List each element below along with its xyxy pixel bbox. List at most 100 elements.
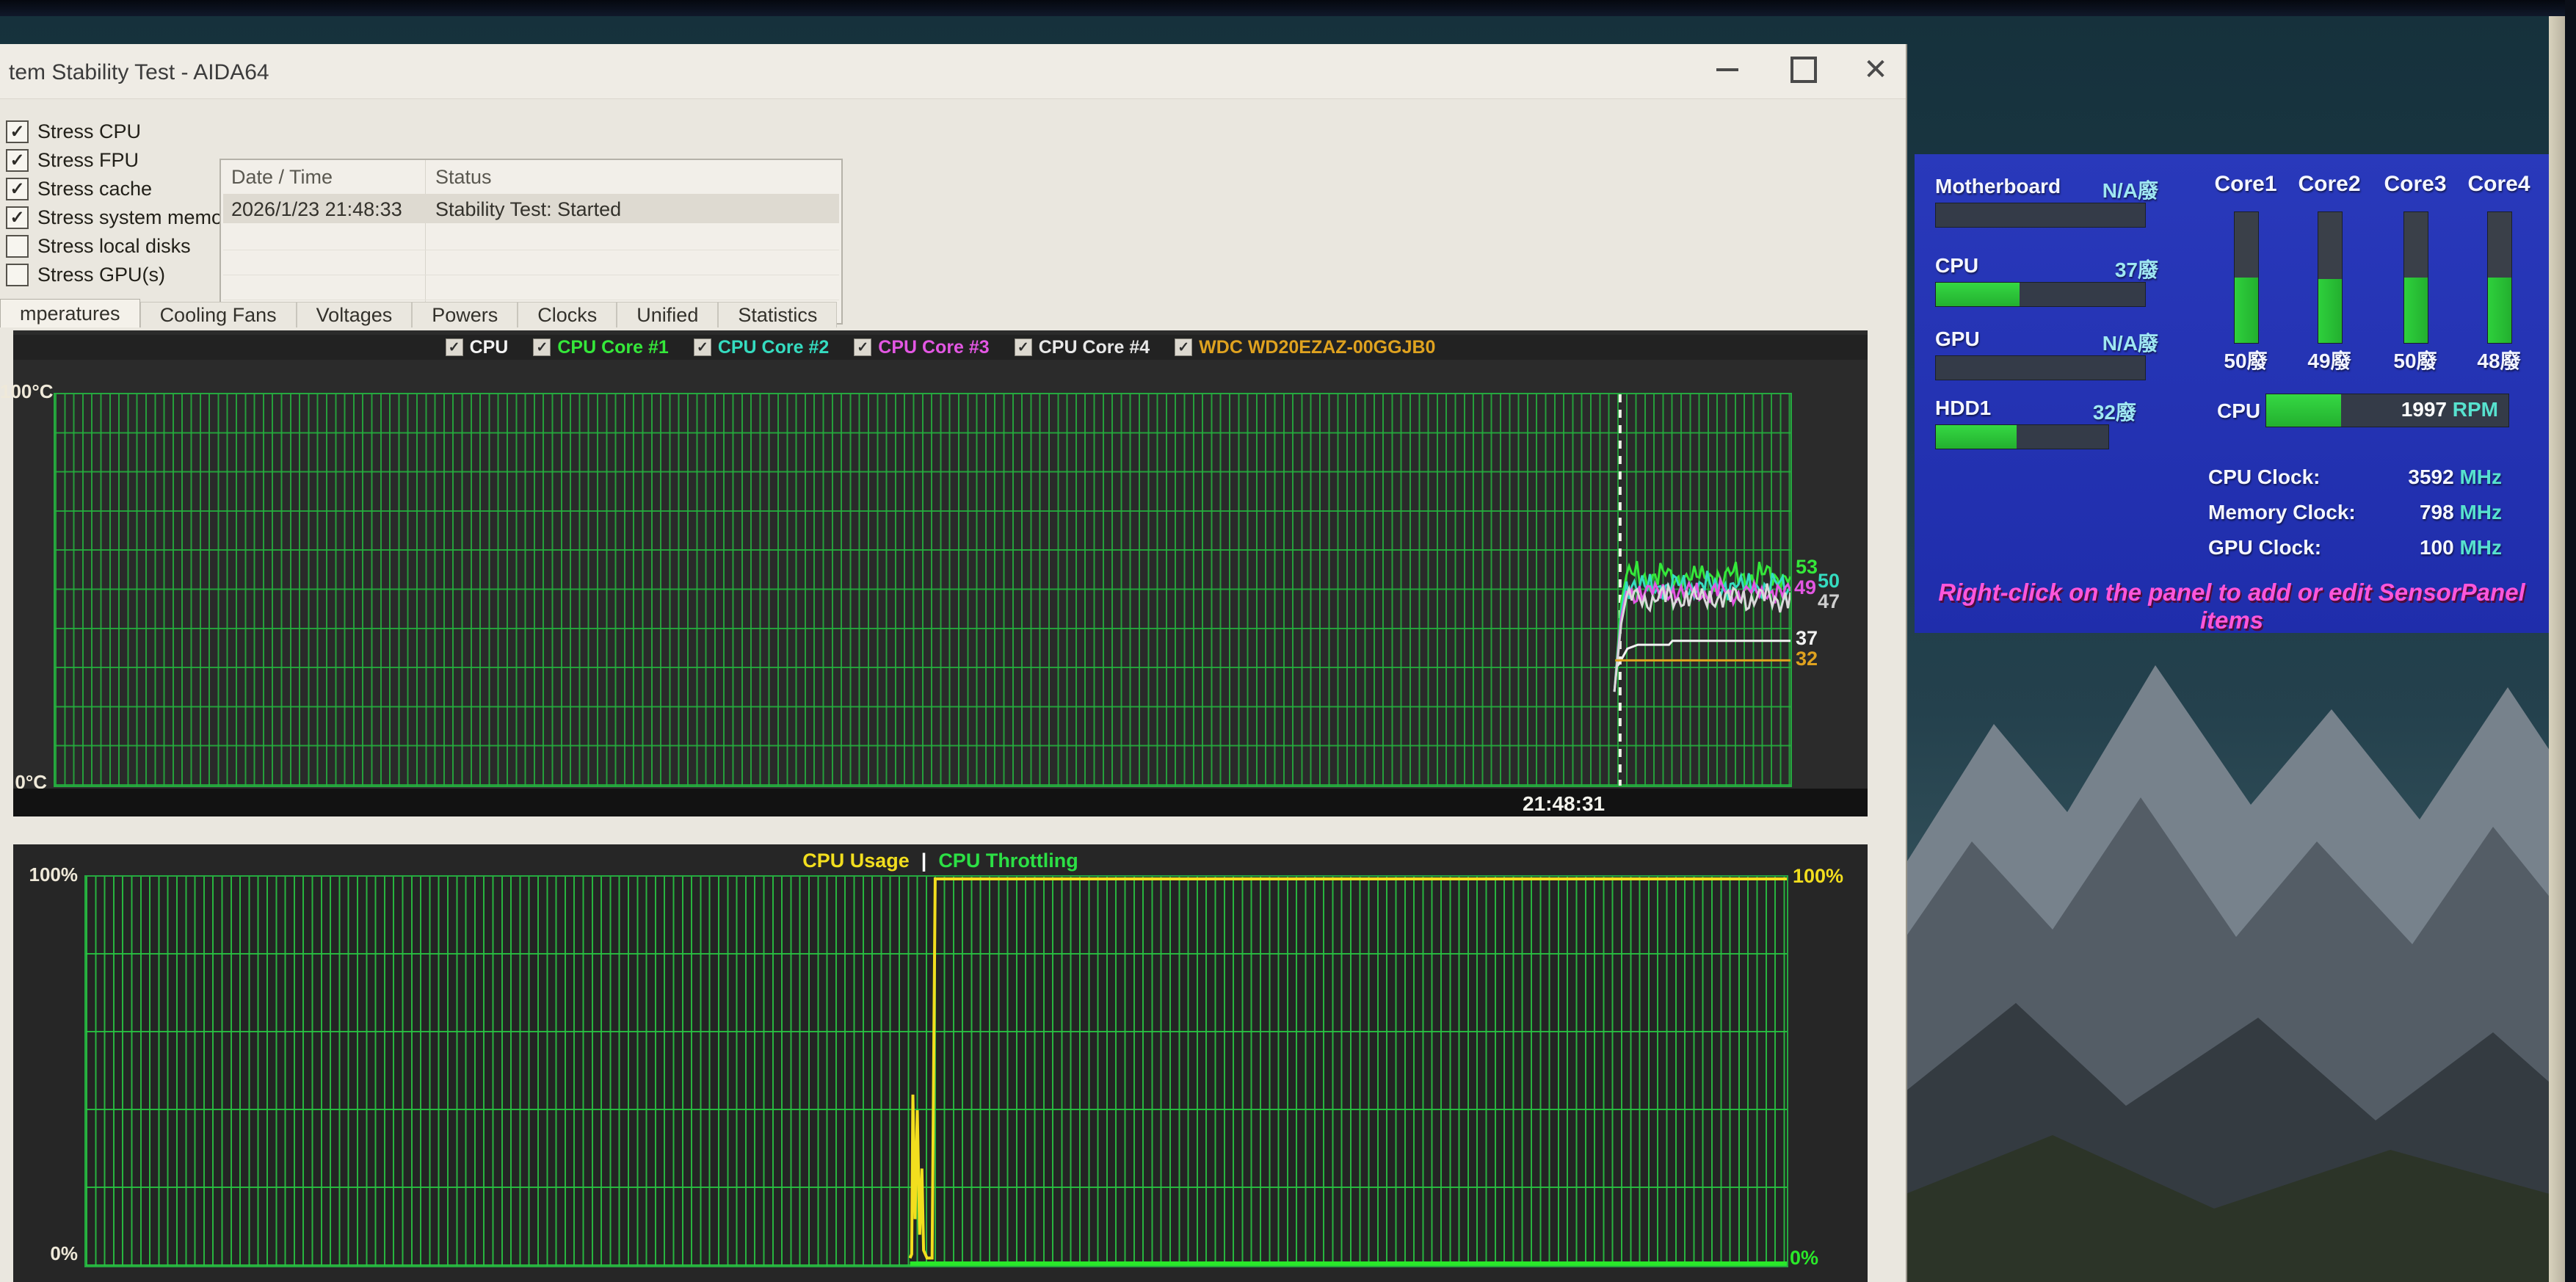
y-axis-max-label: 100°C [0, 380, 54, 402]
legend-item-core1[interactable]: ✓ CPU Core #1 [533, 336, 669, 358]
event-log-table[interactable]: Date / Time Status 2026/1/23 21:48:33 St… [219, 159, 843, 325]
value-label-hdd: 32 [1796, 648, 1818, 670]
legend-label: WDC WD20EZAZ-00GGJB0 [1199, 336, 1436, 358]
cell-status: Stability Test: Started [435, 198, 622, 220]
core3-bar [2403, 211, 2428, 344]
stress-fpu-checkbox[interactable]: ✓ Stress FPU [6, 146, 139, 174]
gpu-temp-label: GPU [1935, 327, 1980, 350]
core4-label: Core4 [2467, 172, 2530, 196]
checkbox-icon[interactable]: ✓ [6, 206, 29, 229]
checkbox-label: Stress FPU [37, 148, 139, 171]
monitor-bezel-right [2549, 16, 2565, 1282]
tab-powers[interactable]: Powers [412, 302, 518, 327]
maximize-button[interactable] [1769, 44, 1838, 95]
bar-fill [1936, 283, 2020, 306]
stress-gpu-checkbox[interactable]: Stress GPU(s) [6, 261, 165, 289]
legend-label: CPU Core #3 [878, 336, 990, 358]
core4-bar [2487, 211, 2512, 344]
motherboard-label: Motherboard [1935, 175, 2061, 198]
hdd-temp-bar [1935, 424, 2109, 449]
time-marker-label: 21:48:31 [1523, 792, 1606, 815]
table-row[interactable] [223, 194, 839, 223]
core3-label: Core3 [2384, 172, 2447, 196]
checkbox-icon[interactable]: ✓ [6, 148, 29, 172]
monitor-bezel-top [0, 0, 2576, 16]
core1-temp: 50廢 [2224, 350, 2268, 372]
cpu-clock-label: CPU Clock: [2208, 466, 2321, 488]
legend-item-wdc-disk[interactable]: ✓ WDC WD20EZAZ-00GGJB0 [1175, 337, 1435, 358]
time-axis-strip [13, 789, 1868, 816]
usage-right-min-label: 0% [1790, 1247, 1819, 1269]
legend-label: CPU Core #1 [557, 336, 669, 358]
legend-item-core4[interactable]: ✓ CPU Core #4 [1014, 337, 1150, 358]
cell-datetime: 2026/1/23 21:48:33 [231, 198, 402, 220]
motherboard-bar [1935, 203, 2146, 228]
bar-fill [2266, 394, 2342, 427]
cpu-temp: 37廢 [2114, 258, 2158, 281]
checkbox-icon[interactable]: ✓ [6, 120, 29, 143]
checkbox-icon[interactable]: ✓ [445, 338, 463, 356]
cpu-clock-row: CPU Clock: 3592 MHz [2208, 466, 2502, 489]
mountains-image [1906, 665, 2576, 1282]
checkbox-icon[interactable] [6, 234, 29, 258]
cpu-fan-label: CPU [2217, 399, 2261, 422]
legend-item-core2[interactable]: ✓ CPU Core #2 [693, 336, 830, 358]
value-label-core2: 50 [1818, 570, 1840, 592]
temperature-plot-area [54, 393, 1792, 787]
legend-label: CPU Core #2 [717, 336, 830, 358]
tab-cooling-fans[interactable]: Cooling Fans [139, 302, 297, 327]
checkbox-icon[interactable]: ✓ [693, 338, 711, 356]
legend-item-core3[interactable]: ✓ CPU Core #3 [854, 336, 990, 358]
core1-bar [2234, 211, 2259, 344]
column-header-status[interactable]: Status [435, 166, 492, 188]
bar-fill [2488, 278, 2511, 343]
column-header-datetime[interactable]: Date / Time [231, 166, 333, 188]
hdd-temp: 32廢 [2092, 401, 2136, 424]
maximize-icon [1790, 57, 1817, 83]
stress-cpu-checkbox[interactable]: ✓ Stress CPU [6, 117, 141, 145]
hdd-temp-label: HDD1 [1935, 396, 1992, 419]
legend-label: CPU [469, 336, 509, 358]
memory-clock-label: Memory Clock: [2208, 501, 2356, 524]
monitor-bezel-edge [2565, 0, 2576, 1282]
tab-temperatures[interactable]: mperatures [0, 299, 140, 327]
tab-unified[interactable]: Unified [617, 302, 719, 327]
gpu-clock-label: GPU Clock: [2208, 536, 2322, 559]
tab-voltages[interactable]: Voltages [296, 302, 413, 327]
checkbox-icon[interactable]: ✓ [533, 338, 551, 356]
value-label-core1: 53 [1796, 556, 1818, 578]
core4-temp: 48廢 [2477, 350, 2521, 372]
usage-plot-area [84, 875, 1788, 1267]
tab-clocks[interactable]: Clocks [518, 302, 617, 327]
bar-fill [2318, 278, 2342, 343]
checkbox-icon[interactable] [6, 263, 29, 286]
legend-item-cpu[interactable]: ✓ CPU [445, 336, 509, 358]
stress-memory-checkbox[interactable]: ✓ Stress system memory [6, 203, 239, 231]
checkbox-icon[interactable]: ✓ [1175, 338, 1193, 356]
checkbox-icon[interactable]: ✓ [1014, 338, 1032, 356]
core1-label: Core1 [2214, 172, 2277, 196]
usage-right-max-label: 100% [1793, 865, 1844, 887]
gpu-clock-value: 100 MHz [2419, 536, 2502, 559]
title-bar[interactable]: tem Stability Test - AIDA64 ✕ [0, 44, 1906, 99]
checkbox-icon[interactable]: ✓ [6, 177, 29, 200]
title-divider: | [921, 849, 927, 872]
motherboard-temp: N/A廢 [2102, 179, 2158, 202]
memory-clock-value: 798 MHz [2419, 501, 2502, 524]
bar-fill [1936, 425, 2017, 449]
minimize-button[interactable] [1693, 44, 1762, 95]
core2-bar [2318, 211, 2343, 344]
cpu-fan-bar: 1997 RPM [2265, 394, 2509, 427]
checkbox-label: Stress local disks [37, 234, 191, 257]
sensor-panel[interactable]: Motherboard N/A廢 CPU 37廢 GPU N/A廢 HDD1 3… [1915, 154, 2549, 634]
minimize-icon [1716, 68, 1738, 71]
stress-disks-checkbox[interactable]: Stress local disks [6, 232, 191, 260]
close-button[interactable]: ✕ [1841, 44, 1910, 95]
tab-statistics[interactable]: Statistics [718, 302, 838, 327]
stress-cache-checkbox[interactable]: ✓ Stress cache [6, 175, 152, 203]
checkbox-icon[interactable]: ✓ [854, 338, 872, 356]
value-label-core4: 47 [1818, 590, 1840, 612]
usage-y-max-label: 100% [29, 863, 79, 886]
temperature-series-lines [1613, 394, 1790, 786]
